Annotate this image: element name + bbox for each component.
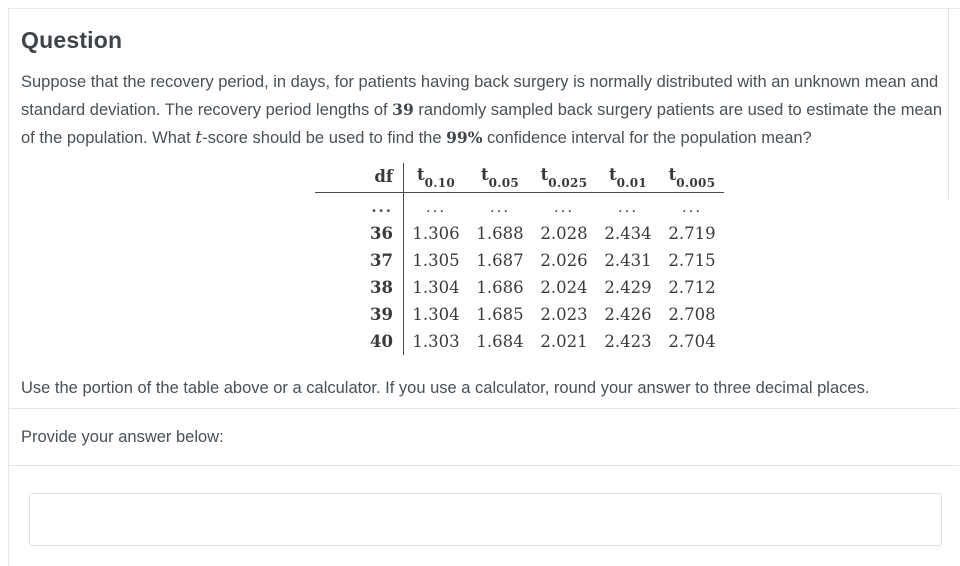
t-table-ellipsis-cell: ...	[553, 197, 575, 216]
t-table-ellipsis-cell: ...	[681, 197, 703, 216]
t-table-df-cell: 39	[315, 301, 404, 328]
t-table-header-cell: t0.025	[532, 163, 596, 193]
t-table-value-cell: 2.712	[668, 278, 716, 297]
prompt-text: Suppose that the recovery period, in day…	[21, 73, 939, 119]
t-table-row: 39 1.304 1.685 2.023 2.426 2.708	[315, 301, 724, 328]
t-table-ellipsis-cell: ...	[617, 197, 639, 216]
prompt-text: randomly sampled back surgery patients a…	[21, 101, 943, 147]
prompt-math-term: 99%	[446, 128, 483, 147]
t-table-ellipsis-cell: ...	[489, 197, 511, 216]
t-table-value-cell: 2.704	[668, 332, 716, 351]
t-table-header-row: df t0.10 t0.05 t0.025 t0.01 t0.005	[315, 163, 724, 193]
t-table-row: 40 1.303 1.684 2.021 2.423 2.704	[315, 328, 724, 355]
right-edge-divider	[948, 9, 949, 199]
prompt-text: -score should be used to find the	[202, 129, 447, 147]
t-table-value-cell: 2.028	[540, 224, 588, 243]
t-table-value-cell: 1.303	[412, 332, 460, 351]
t-table-value-cell: 1.305	[412, 251, 460, 270]
prompt-math-term: t	[195, 128, 203, 148]
t-table-df-cell: 40	[315, 328, 404, 355]
t-table-body: .................. 36 1.306 1.688 2.028 2.434…	[315, 192, 724, 355]
question-panel: Question Suppose that the recovery perio…	[8, 8, 959, 566]
t-table-df-cell: 37	[315, 247, 404, 274]
t-table-value-cell: 2.429	[604, 278, 652, 297]
t-table-value-cell: 2.431	[604, 251, 652, 270]
question-prompt: Suppose that the recovery period, in day…	[21, 69, 947, 152]
answer-prompt-row: Provide your answer below:	[9, 409, 959, 466]
prompt-math-term: 39	[392, 100, 414, 119]
prompt-text: confidence interval for the population m…	[482, 129, 812, 147]
t-table-df-cell: 36	[315, 220, 404, 247]
t-distribution-table: df t0.10 t0.05 t0.025 t0.01 t0.005 ..........…	[315, 163, 724, 355]
t-table-header-cell: t0.05	[468, 163, 532, 193]
t-table-row: 37 1.305 1.687 2.026 2.431 2.715	[315, 247, 724, 274]
instruction-note: Use the portion of the table above or a …	[21, 379, 870, 397]
answer-prompt-label: Provide your answer below:	[21, 428, 224, 446]
t-table-ellipsis-cell: ...	[315, 192, 404, 220]
t-table-head: df t0.10 t0.05 t0.025 t0.01 t0.005	[315, 163, 724, 193]
t-table-ellipsis-cell: ...	[425, 197, 447, 216]
t-table-value-cell: 1.686	[476, 278, 524, 297]
t-table-value-cell: 1.304	[412, 278, 460, 297]
t-table-value-cell: 2.426	[604, 305, 652, 324]
t-table-ellipsis-row: ..................	[315, 192, 724, 220]
t-table-value-cell: 2.719	[668, 224, 716, 243]
t-table-value-cell: 2.708	[668, 305, 716, 324]
t-table-df-header: df	[315, 163, 404, 193]
answer-input[interactable]	[29, 493, 942, 546]
t-table-header-cell: t0.10	[403, 163, 468, 193]
t-table-value-cell: 2.023	[540, 305, 588, 324]
t-table-value-cell: 2.026	[540, 251, 588, 270]
t-table-df-cell: 38	[315, 274, 404, 301]
question-heading: Question	[21, 27, 123, 53]
t-table-value-cell: 2.423	[604, 332, 652, 351]
t-table-value-cell: 1.304	[412, 305, 460, 324]
t-table-value-cell: 2.021	[540, 332, 588, 351]
t-table-value-cell: 1.687	[476, 251, 524, 270]
t-table-value-cell: 1.688	[476, 224, 524, 243]
t-table-row: 38 1.304 1.686 2.024 2.429 2.712	[315, 274, 724, 301]
question-section: Question Suppose that the recovery perio…	[9, 9, 959, 409]
t-table-header-cell: t0.01	[596, 163, 660, 193]
t-table-value-cell: 2.024	[540, 278, 588, 297]
t-table-value-cell: 1.685	[476, 305, 524, 324]
t-table-header-cell: t0.005	[660, 163, 724, 193]
t-table-value-cell: 1.306	[412, 224, 460, 243]
t-table-value-cell: 2.434	[604, 224, 652, 243]
t-table-row: 36 1.306 1.688 2.028 2.434 2.719	[315, 220, 724, 247]
t-table-value-cell: 2.715	[668, 251, 716, 270]
answer-section	[9, 466, 959, 546]
t-table-value-cell: 1.684	[476, 332, 524, 351]
